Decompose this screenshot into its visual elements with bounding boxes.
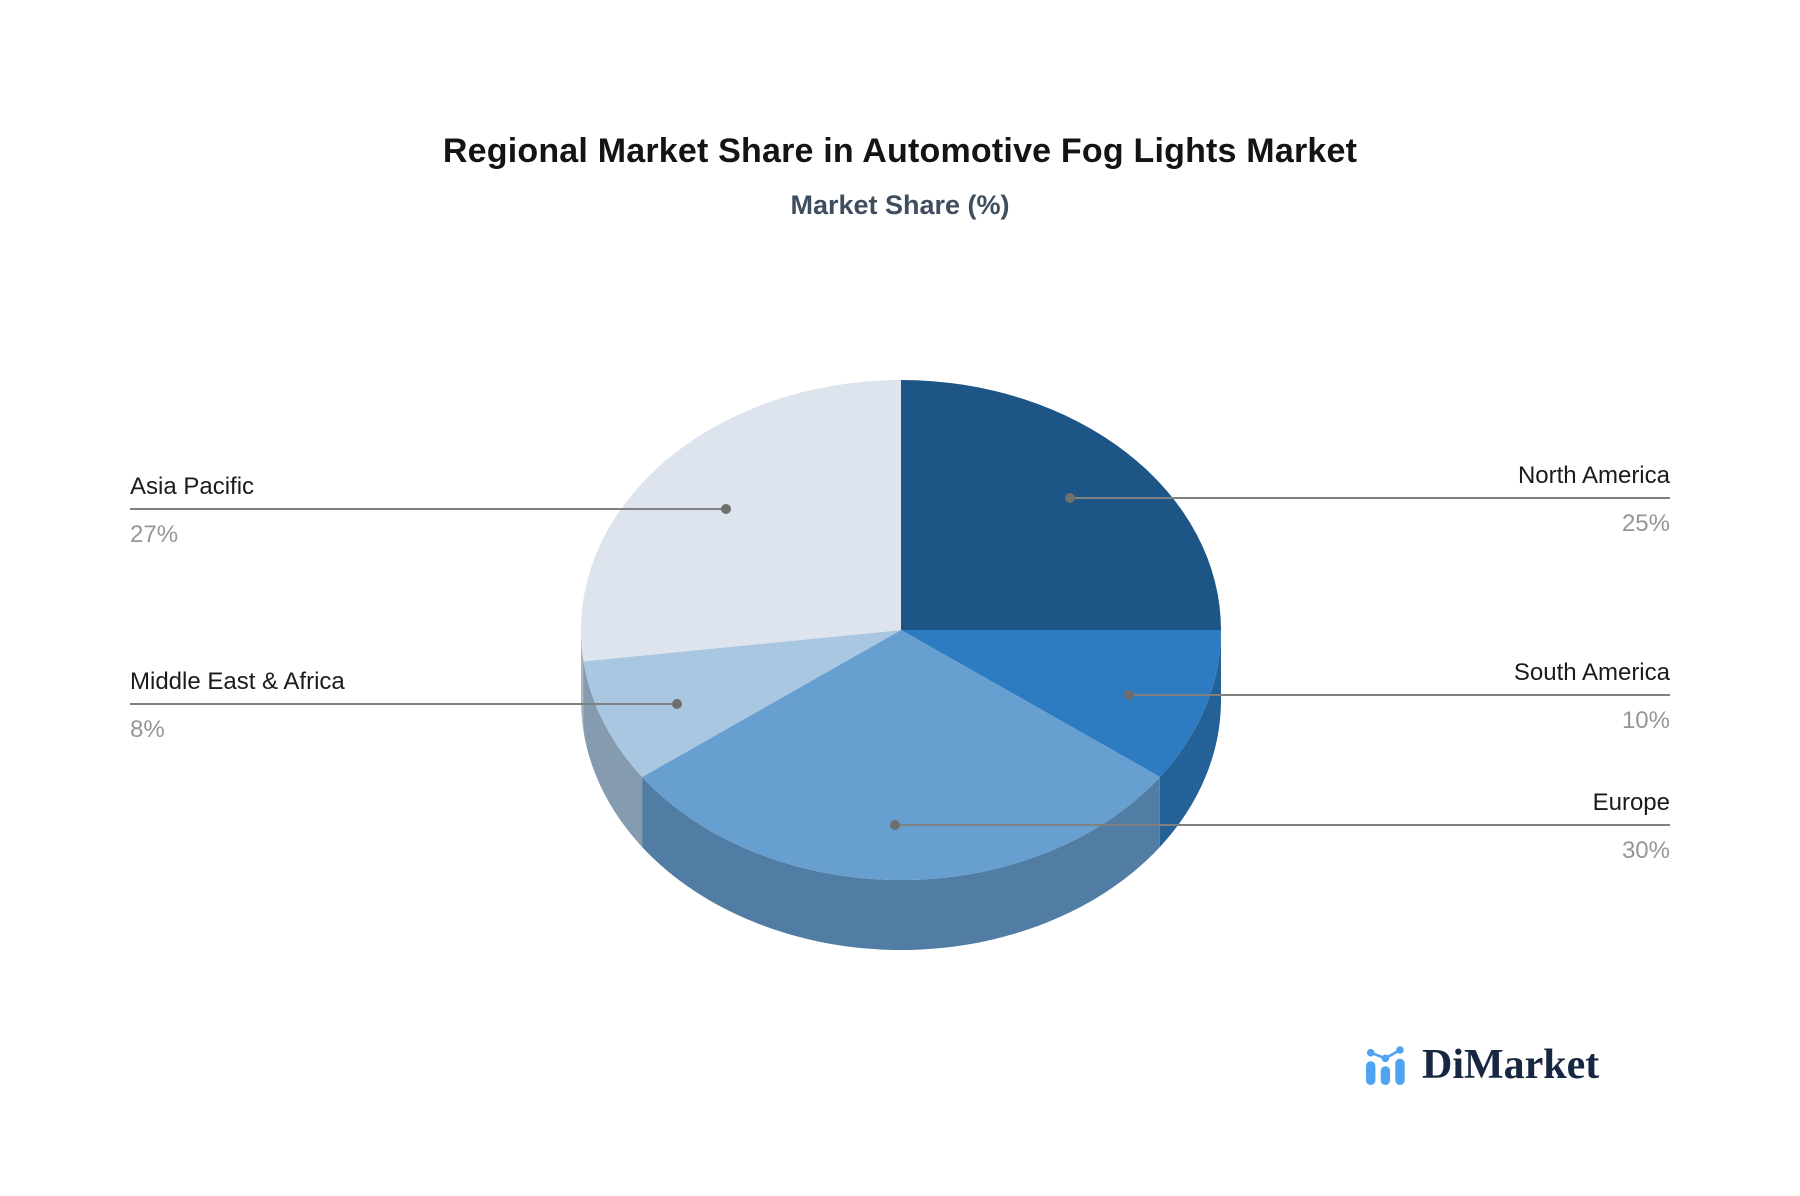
callout-dot-north-america [1065, 493, 1075, 503]
slice-value-middle-east-africa: 8% [130, 716, 165, 743]
callout-dot-middle-east-africa [672, 699, 682, 709]
pie-slice-side-asia-pacific [581, 630, 584, 732]
slice-label-europe: Europe [1592, 789, 1670, 816]
bar-chart-trend-icon [1366, 1046, 1405, 1085]
pie-slice-side-europe [642, 776, 1160, 950]
pie-slice-side-south-america [1159, 630, 1221, 847]
dimarket-logo: DiMarket [1366, 1042, 1599, 1088]
pie-slice-asia-pacific [581, 380, 901, 662]
pie-slice-south-america [901, 630, 1221, 777]
slice-label-asia-pacific: Asia Pacific [130, 473, 255, 500]
pie-slice-europe [642, 630, 1160, 881]
slice-value-europe: 30% [1621, 837, 1670, 864]
slice-value-south-america: 10% [1621, 707, 1670, 734]
slice-value-asia-pacific: 27% [130, 521, 179, 548]
dimarket-logo-text: DiMarket [1422, 1042, 1600, 1088]
chart-title: Regional Market Share in Automotive Fog … [442, 132, 1358, 170]
chart-subtitle: Market Share (%) [790, 190, 1010, 220]
slice-label-north-america: North America [1517, 462, 1670, 489]
slice-value-north-america: 25% [1621, 510, 1670, 537]
pie-slice-middle-east-africa [583, 630, 901, 777]
callout-dot-europe [890, 820, 900, 830]
callout-dot-south-america [1124, 690, 1134, 700]
pie-slice-north-america [901, 380, 1221, 630]
slice-label-middle-east-africa: Middle East & Africa [130, 668, 345, 695]
slice-label-south-america: South America [1513, 659, 1670, 686]
callout-dot-asia-pacific [721, 504, 731, 514]
pie-slice-side-middle-east-africa [583, 661, 643, 847]
